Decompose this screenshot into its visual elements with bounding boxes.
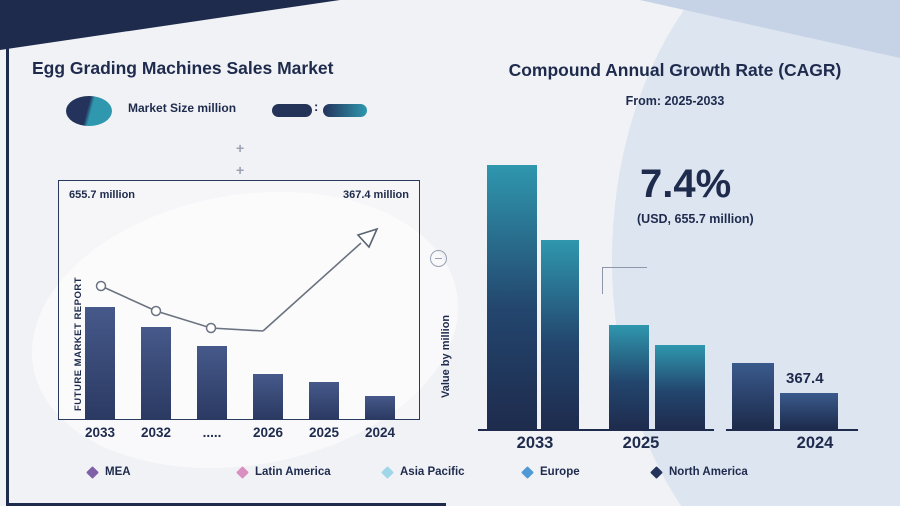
navy-pill-icon <box>272 104 312 117</box>
step-line-decoration <box>602 267 647 294</box>
cagr-bar-2025-b <box>655 345 705 430</box>
minus-circle-icon <box>430 250 447 267</box>
trend-line-with-arrow <box>95 227 379 334</box>
legend-item-asia-pacific: Asia Pacific <box>381 465 465 479</box>
right-axis-label-2033: 2033 <box>516 434 554 452</box>
chart-value-left: 655.7 million <box>69 189 136 201</box>
x-axis-label: 2024 <box>364 425 396 440</box>
value-callout: 367.4 <box>786 370 824 387</box>
gradient-pill-icon <box>323 104 367 117</box>
bottom-legend: MEA Latin America Asia Pacific Europe North … <box>0 465 900 488</box>
right-axis-line <box>726 429 858 431</box>
legend-label: North America <box>669 466 748 478</box>
bottom-edge-line <box>6 503 446 506</box>
diamond-icon <box>521 465 534 479</box>
cagr-bar-2024-b <box>780 393 838 430</box>
diamond-icon <box>86 465 99 479</box>
legend-label: Europe <box>540 466 580 478</box>
legend-item-europe: Europe <box>521 465 580 479</box>
market-bar-..... <box>197 346 227 419</box>
left-chart-title: Egg Grading Machines Sales Market <box>32 58 334 78</box>
chart-value-right: 367.4 million <box>342 189 409 201</box>
x-axis-label: 2026 <box>252 425 284 440</box>
cylinder-icon <box>66 96 112 126</box>
x-axis-label: 2032 <box>140 425 172 440</box>
legend-item-north-america: North America <box>650 465 748 479</box>
left-edge-line <box>6 44 9 506</box>
left-axis-labels: 2033 2032..... 2026 2025 2024 <box>58 425 420 440</box>
right-chart-subtitle: From: 2025-2033 <box>625 94 725 108</box>
value-axis-label: Value by million <box>440 314 452 398</box>
market-bar-2026 <box>253 374 283 419</box>
pill-separator: : <box>314 99 319 114</box>
diamond-icon <box>236 465 249 479</box>
x-axis-label: 2033 <box>84 425 116 440</box>
right-axis-line <box>478 429 714 431</box>
cagr-value: 7.4% <box>640 162 732 206</box>
cagr-bar-2025-a <box>609 325 649 430</box>
market-size-legend-label: Market Size million <box>128 101 237 115</box>
legend-item-mea: MEA <box>86 465 131 479</box>
legend-label: MEA <box>105 466 131 478</box>
x-axis-label: ..... <box>202 425 222 440</box>
market-bar-2024 <box>365 396 395 419</box>
right-chart-title: Compound Annual Growth Rate (CAGR) <box>508 60 842 80</box>
market-bar-2033 <box>85 307 115 419</box>
cagr-bar-2033-a <box>487 165 537 430</box>
cagr-bar-2024-a <box>732 363 774 430</box>
right-axis-label-2025: 2025 <box>622 434 660 452</box>
legend-label: Asia Pacific <box>400 466 465 478</box>
legend-label: Latin America <box>255 466 331 478</box>
navy-corner-decoration <box>0 0 340 50</box>
right-axis-label-2024: 2024 <box>796 434 834 452</box>
diamond-icon <box>650 465 663 479</box>
cagr-bar-2033-b <box>541 240 579 430</box>
market-bar-2032 <box>141 327 171 419</box>
plus-decoration: + <box>236 140 245 156</box>
left-bar-group <box>85 307 395 419</box>
market-size-chart-panel: 655.7 million 367.4 million FUTURE MARKE… <box>58 180 420 420</box>
market-bar-2025 <box>309 382 339 419</box>
diamond-icon <box>381 465 394 479</box>
legend-item-latin-america: Latin America <box>236 465 331 479</box>
cagr-detail: (USD, 655.7 million) <box>637 212 754 226</box>
plus-decoration: + <box>236 162 245 178</box>
x-axis-label: 2025 <box>308 425 340 440</box>
